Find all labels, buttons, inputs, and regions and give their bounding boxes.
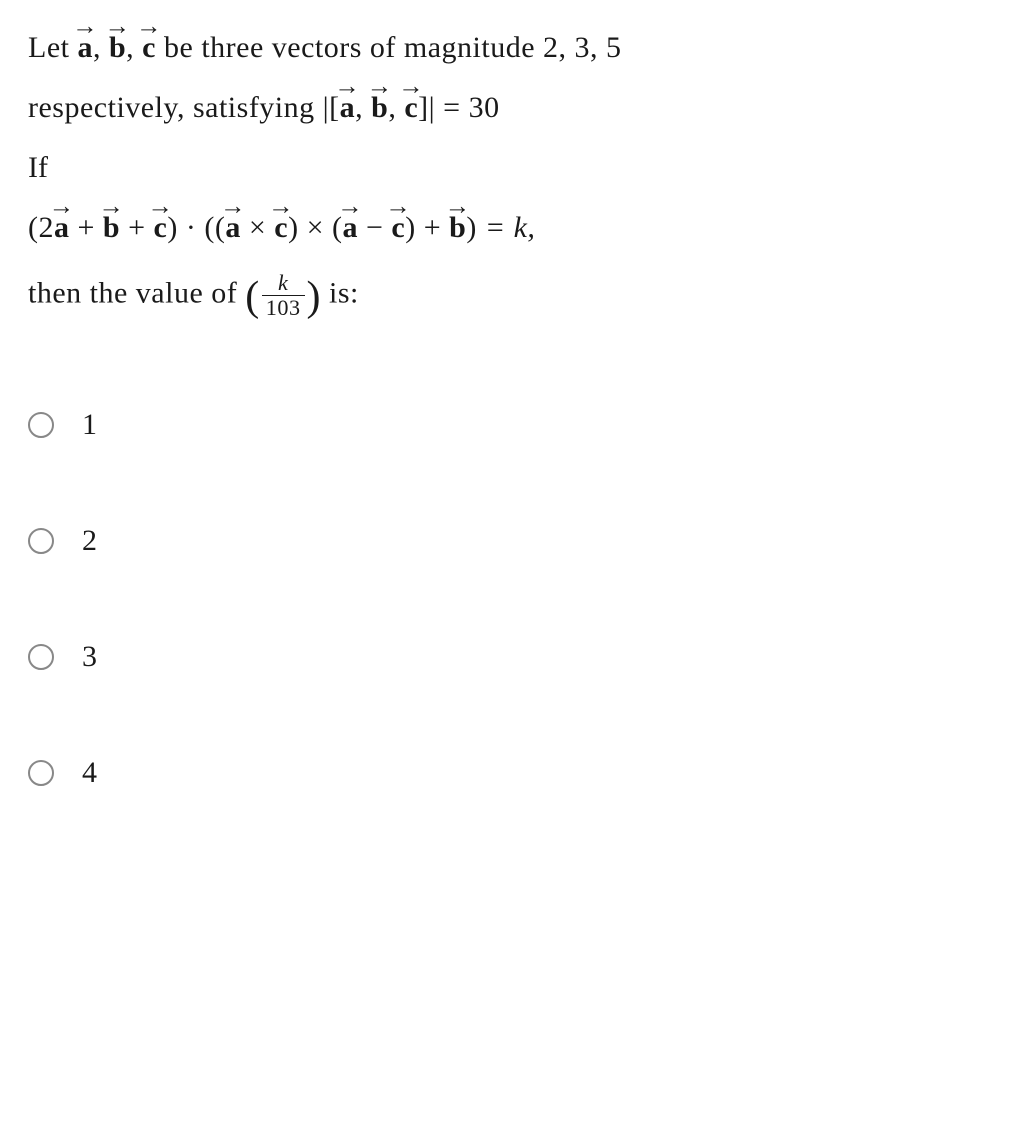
paren-close: ) [307, 264, 322, 331]
vector-c: c [391, 204, 405, 252]
fraction-numerator: k [262, 271, 305, 296]
text-is: is: [329, 276, 359, 309]
fraction-k-103: k 103 [262, 271, 305, 321]
text-respectively: respectively, satisfying [28, 91, 323, 124]
option-2[interactable]: 2 [28, 517, 996, 565]
vector-c: c [142, 24, 156, 72]
vector-a: a [225, 204, 241, 252]
vector-b: b [103, 204, 120, 252]
question-line-2: respectively, satisfying |[a, b, c]| = 3… [28, 84, 996, 132]
question-equation: (2a + b + c) · ((a × c) × (a − c) + b) =… [28, 204, 996, 252]
option-label: 1 [82, 401, 97, 449]
paren-open: ( [245, 264, 260, 331]
vector-c: c [404, 84, 418, 132]
option-1[interactable]: 1 [28, 401, 996, 449]
text-let: Let [28, 31, 77, 64]
radio-icon[interactable] [28, 644, 54, 670]
text-then: then the value of [28, 276, 245, 309]
option-label: 4 [82, 749, 97, 797]
vector-b: b [449, 204, 466, 252]
option-4[interactable]: 4 [28, 749, 996, 797]
vector-a: a [54, 204, 70, 252]
vector-a: a [340, 84, 356, 132]
question-body: Let a, b, c be three vectors of magnitud… [28, 24, 996, 331]
question-line-1: Let a, b, c be three vectors of magnitud… [28, 24, 996, 72]
magnitudes: 2, 3, 5 [543, 31, 622, 64]
radio-icon[interactable] [28, 760, 54, 786]
radio-icon[interactable] [28, 412, 54, 438]
radio-icon[interactable] [28, 528, 54, 554]
eq-rhs: = k, [477, 211, 536, 244]
option-3[interactable]: 3 [28, 633, 996, 681]
triple-value: = 30 [435, 91, 499, 124]
option-label: 2 [82, 517, 97, 565]
vector-c: c [274, 204, 288, 252]
option-label: 3 [82, 633, 97, 681]
vector-b: b [109, 24, 126, 72]
vector-a: a [77, 24, 93, 72]
vector-a: a [342, 204, 358, 252]
text-be-three: be three vectors of magnitude [164, 31, 543, 64]
fraction-denominator: 103 [262, 296, 305, 320]
vector-b: b [371, 84, 388, 132]
options-list: 1 2 3 4 [28, 401, 996, 797]
vector-c: c [154, 204, 168, 252]
question-then: then the value of ( k 103 ) is: [28, 264, 996, 331]
